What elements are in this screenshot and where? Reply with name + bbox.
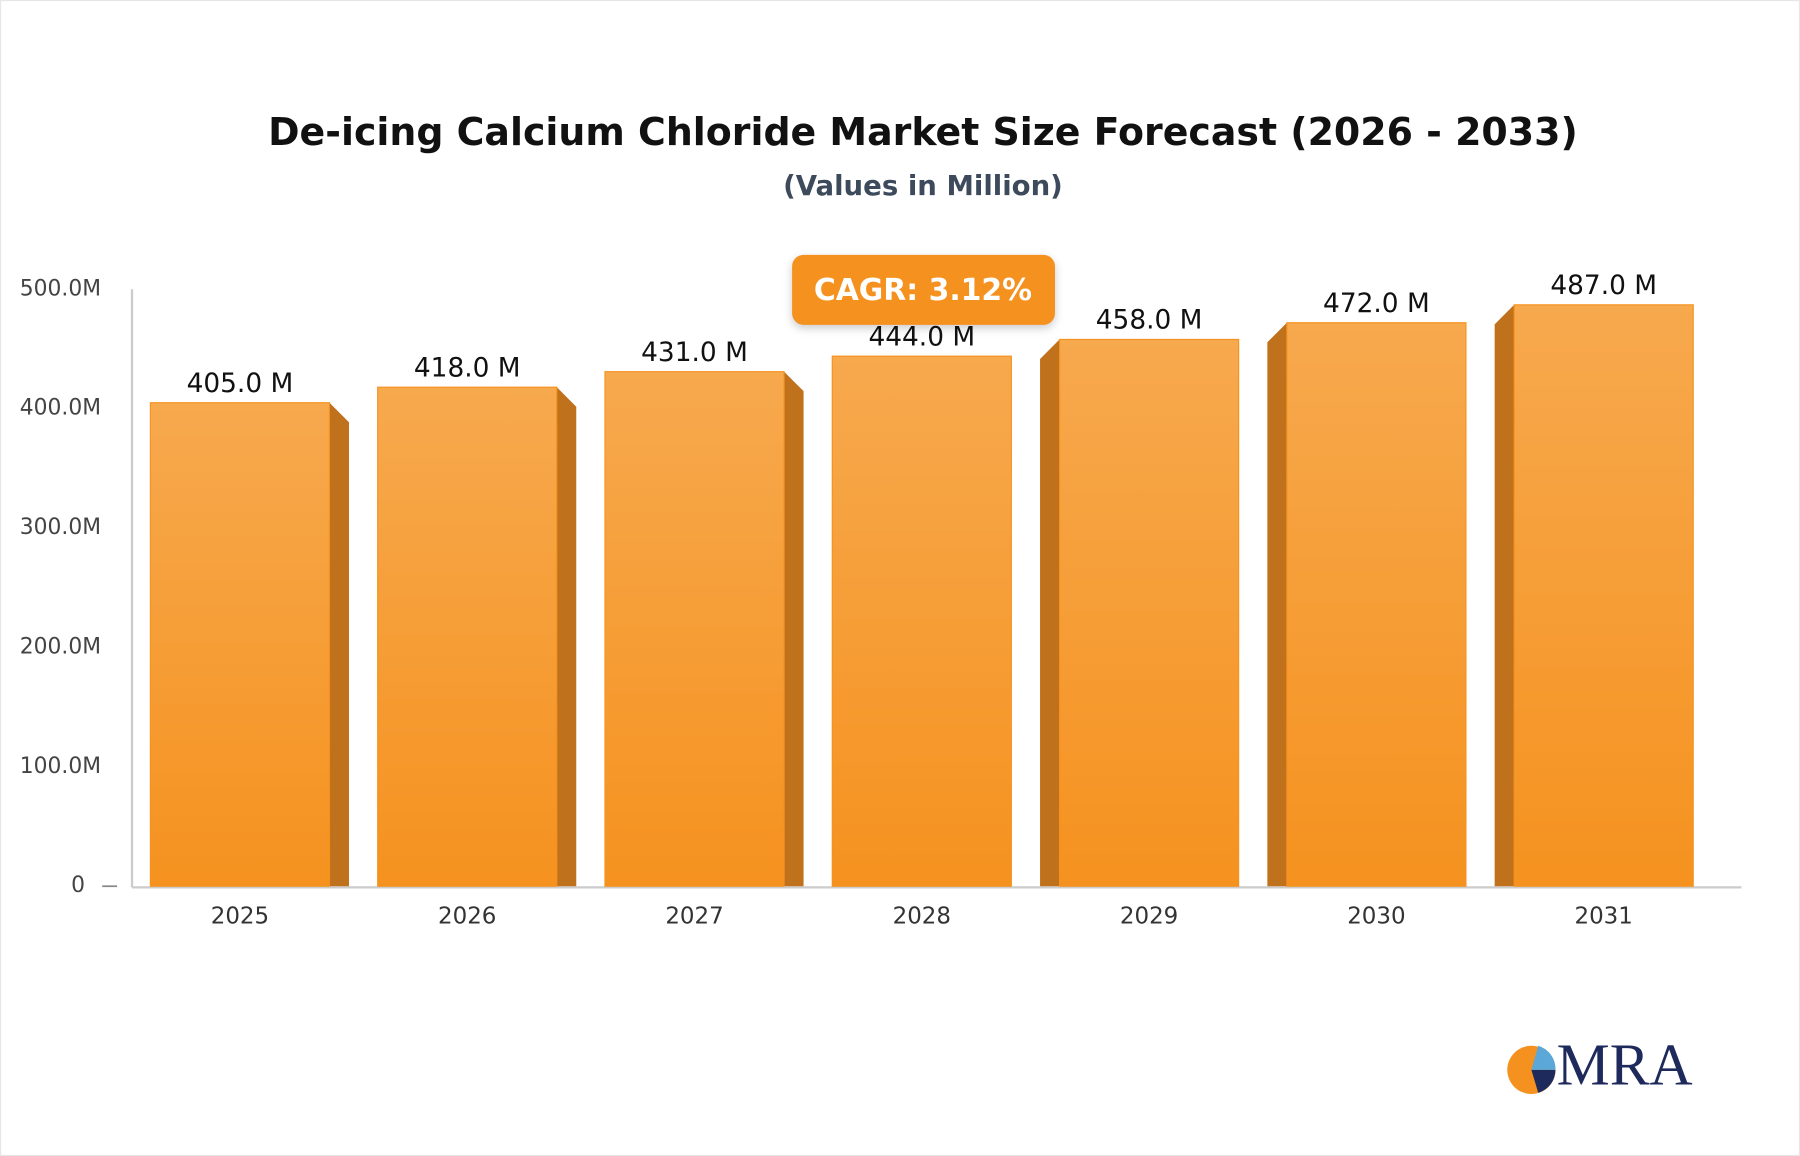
value-label: 418.0 M <box>414 352 521 383</box>
bar-side <box>784 371 804 887</box>
x-tick-label: 2030 <box>1347 904 1405 930</box>
x-tick-label: 2025 <box>211 904 269 930</box>
y-tick-label: 300.0M <box>20 515 101 540</box>
logo-slice <box>1531 1045 1556 1070</box>
bar <box>377 386 558 887</box>
bar-side <box>1267 322 1287 887</box>
bar <box>149 402 331 887</box>
logo: MRA <box>1507 1032 1693 1098</box>
x-tick-label: 2029 <box>1120 904 1178 930</box>
y-tick-label: 0 <box>71 873 85 898</box>
x-tick-label: 2026 <box>438 904 496 930</box>
y-tick-label: 100.0M <box>20 754 101 779</box>
value-label: 458.0 M <box>1096 305 1203 336</box>
cagr-label: CAGR: 3.12% <box>814 273 1032 308</box>
chart-subtitle: (Values in Million) <box>783 170 1063 202</box>
bar-side <box>556 387 577 887</box>
value-label: 472.0 M <box>1323 288 1430 319</box>
value-label: 431.0 M <box>641 337 748 368</box>
bar <box>1513 304 1694 887</box>
cagr-badge: CAGR: 3.12% <box>792 254 1055 325</box>
bar <box>831 355 1012 887</box>
bar-side <box>1040 339 1060 887</box>
bar <box>1286 322 1467 887</box>
y-tick-label: 500.0M <box>20 276 101 301</box>
y-tick-label: 400.0M <box>20 396 101 421</box>
x-tick-label: 2027 <box>665 904 723 930</box>
value-label: 444.0 M <box>868 321 975 352</box>
x-tick-label: 2028 <box>893 904 951 930</box>
y-tick-label: 200.0M <box>20 634 101 659</box>
value-label: 405.0 M <box>187 368 294 399</box>
bar-side <box>329 402 349 887</box>
value-label: 487.0 M <box>1550 270 1657 301</box>
cagr-box <box>792 254 1055 325</box>
logo-slice <box>1531 1069 1556 1093</box>
chart-title: De-icing Calcium Chloride Market Size Fo… <box>268 110 1578 154</box>
x-tick-label: 2031 <box>1575 904 1633 930</box>
bar-side <box>1494 304 1515 887</box>
bar <box>1058 338 1240 887</box>
bar <box>604 371 785 887</box>
logo-text: MRA <box>1557 1032 1693 1098</box>
